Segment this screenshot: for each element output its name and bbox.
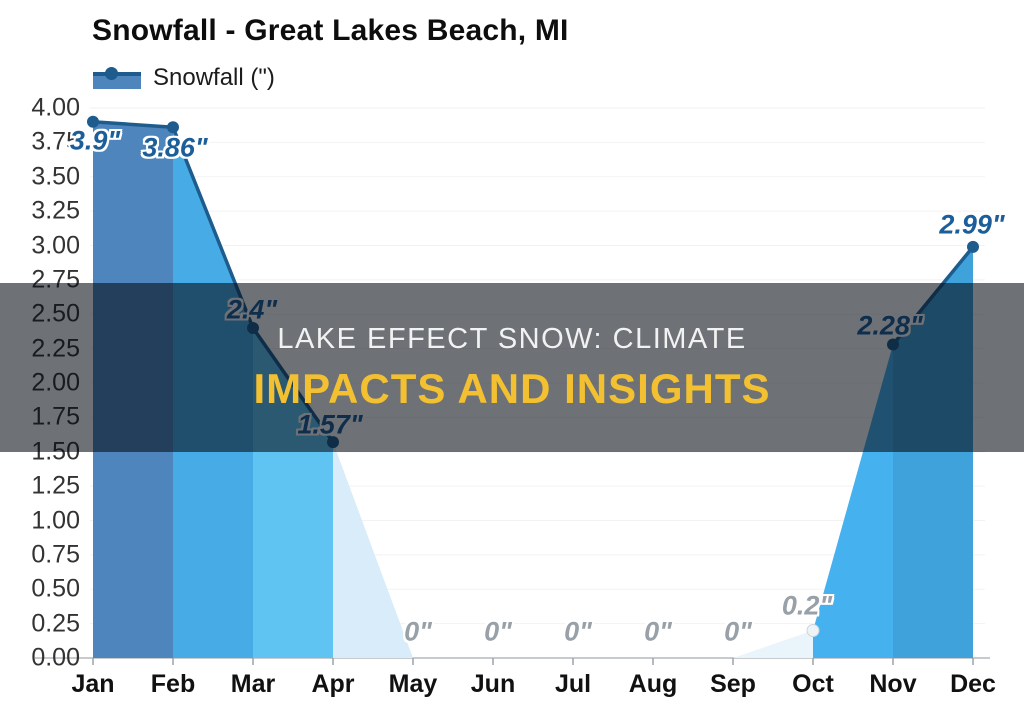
x-tick-label-sep: Sep [710,670,756,698]
point-label-may: 0" [404,616,432,647]
x-tick-label-aug: Aug [628,670,678,698]
y-tick-label: 4.00 [31,93,80,122]
y-tick-label: 3.75 [31,127,80,156]
x-tick-label-oct: Oct [792,670,834,698]
y-tick-label: 3.25 [31,196,80,225]
y-tick-label: 0.00 [31,643,80,672]
y-tick-label: 0.25 [31,609,80,638]
point-label-aug: 0" [644,616,672,647]
y-tick-label: 1.00 [31,506,80,534]
x-tick-label-nov: Nov [869,670,917,698]
x-tick-label-feb: Feb [150,670,196,698]
x-tick-label-jul: Jul [554,670,592,698]
area-band-apr [333,442,413,658]
point-label-sep: 0" [724,616,752,647]
y-tick-label: 0.50 [31,574,80,603]
chart-title: Snowfall - Great Lakes Beach, MI [92,14,569,47]
data-point-jan [87,115,99,128]
legend-marker-icon [105,66,118,80]
x-tick-label-jun: Jun [470,670,516,698]
chart-legend: Snowfall (") [93,64,275,92]
x-tick-label-dec: Dec [950,670,996,698]
x-tick-label-may: May [388,670,438,698]
point-label-oct: 0.2" [781,590,833,620]
data-point-oct [806,624,820,637]
area-band-sep [733,630,813,658]
banner-headline-line1: LAKE EFFECT SNOW: CLIMATE [277,322,747,355]
y-tick-label: 3.50 [31,162,80,191]
x-tick-label-mar: Mar [230,670,276,698]
point-label-dec: 2.99" [939,209,1005,240]
legend-area-swatch [93,66,141,89]
headline-overlay-banner: LAKE EFFECT SNOW: CLIMATE IMPACTS AND IN… [0,283,1024,452]
banner-headline-line2: IMPACTS AND INSIGHTS [253,364,771,412]
x-tick-label-jan: Jan [71,670,115,698]
point-label-feb: 3.86" [142,132,208,163]
legend-label: Snowfall (") [153,64,275,91]
point-label-jun: 0" [484,616,512,647]
y-tick-label: 0.75 [31,540,80,569]
y-tick-label: 3.00 [31,231,80,259]
data-point-feb [167,121,179,134]
point-label-jan: 3.9" [69,125,121,156]
data-point-dec [967,240,979,253]
y-tick-label: 1.25 [31,471,80,500]
point-label-jul: 0" [564,616,592,647]
x-tick-label-apr: Apr [311,670,355,698]
